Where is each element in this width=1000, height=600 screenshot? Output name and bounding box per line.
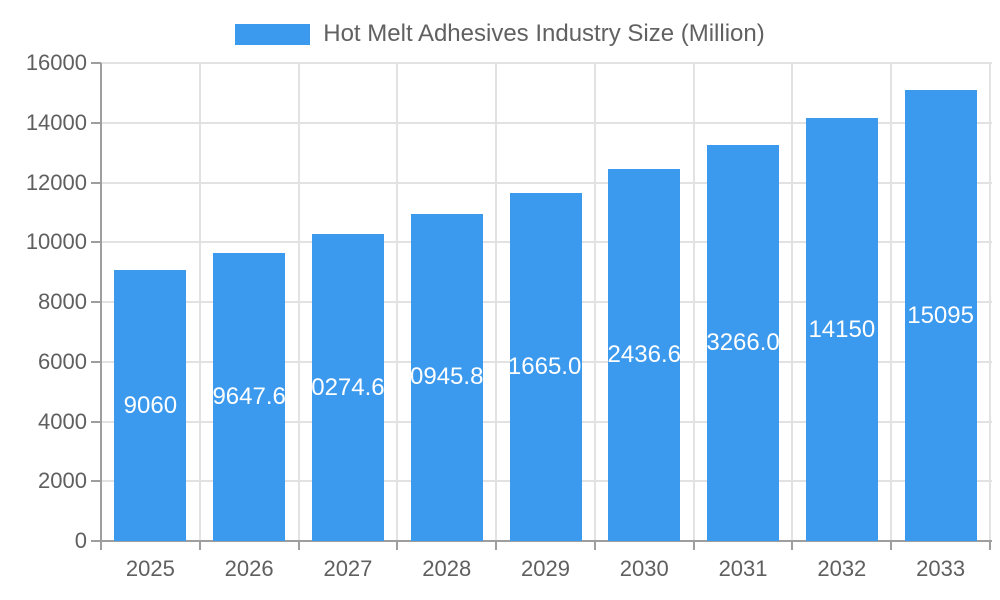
x-tick-label: 2033 <box>916 556 966 581</box>
x-tick-label: 2026 <box>224 556 274 581</box>
y-gridline <box>101 181 992 184</box>
x-axis-tick <box>198 542 201 550</box>
y-gridline <box>101 121 992 124</box>
bar-value-label: 9647.6 <box>213 382 286 410</box>
y-axis-tick <box>91 420 101 423</box>
x-gridline <box>791 63 794 541</box>
bar-value-label: 9060 <box>123 391 178 419</box>
x-axis-tick <box>890 542 893 550</box>
y-gridline <box>101 62 992 64</box>
x-tick-label: 2032 <box>817 556 867 581</box>
y-axis-tick <box>91 360 101 363</box>
x-axis-tick <box>297 542 300 550</box>
y-tick-label: 2000 <box>38 468 87 494</box>
y-axis-tick <box>91 301 101 303</box>
x-gridline <box>989 63 991 541</box>
x-gridline <box>198 63 201 541</box>
bar[interactable]: 9060 <box>114 270 187 541</box>
y-axis-tick <box>91 540 101 542</box>
bar[interactable]: 15095 <box>904 90 977 541</box>
bar[interactable]: 12436.64 <box>608 169 681 541</box>
bar-value-label: 10274.69 <box>311 373 384 401</box>
bar[interactable]: 14150 <box>805 118 878 541</box>
x-tick-label: 2030 <box>619 556 669 581</box>
y-axis-tick <box>91 241 101 244</box>
y-axis-tick <box>91 181 101 184</box>
y-tick-label: 6000 <box>38 348 87 374</box>
y-tick-label: 14000 <box>25 109 87 135</box>
y-axis-tick <box>91 62 101 64</box>
bar-value-label: 15095 <box>907 301 974 329</box>
bar-value-label: 10945.84 <box>410 363 483 391</box>
y-axis-tick <box>91 121 101 124</box>
y-tick-label: 4000 <box>38 408 87 434</box>
legend[interactable]: Hot Melt Adhesives Industry Size (Millio… <box>0 20 1000 48</box>
x-axis-tick <box>396 542 399 550</box>
x-gridline <box>495 63 498 541</box>
bar-value-label: 11665.03 <box>509 352 582 380</box>
y-tick-label: 12000 <box>25 169 87 195</box>
y-tick-label: 8000 <box>38 289 87 314</box>
y-axis-line <box>100 63 102 543</box>
x-tick-label: 2031 <box>718 556 768 581</box>
x-axis-tick <box>692 542 695 550</box>
y-tick-label: 0 <box>74 528 87 553</box>
y-tick-label: 16000 <box>25 50 87 75</box>
bar[interactable]: 13266.05 <box>707 144 780 541</box>
bar[interactable]: 9647.6 <box>213 252 286 541</box>
x-gridline <box>593 63 596 541</box>
x-tick-label: 2029 <box>521 556 570 581</box>
bar-value-label: 14150 <box>808 315 876 343</box>
legend-swatch <box>235 23 311 45</box>
x-gridline <box>297 63 300 541</box>
y-tick-label: 10000 <box>25 229 87 255</box>
x-axis-tick <box>495 542 498 550</box>
bar[interactable]: 11665.03 <box>509 192 582 541</box>
x-axis-line <box>91 540 992 542</box>
x-gridline <box>396 63 399 541</box>
x-gridline <box>692 63 695 541</box>
x-gridline <box>890 63 893 541</box>
bar-value-label: 12436.64 <box>608 341 681 369</box>
bar-value-label: 13266.05 <box>707 328 780 356</box>
x-tick-label: 2027 <box>323 556 373 581</box>
bar[interactable]: 10945.84 <box>410 213 483 541</box>
y-axis-tick <box>91 480 101 483</box>
x-tick-label: 2025 <box>125 556 175 581</box>
x-axis-tick <box>791 542 794 550</box>
x-tick-label: 2028 <box>422 556 472 581</box>
x-axis-tick <box>593 542 596 550</box>
bar[interactable]: 10274.69 <box>311 234 384 541</box>
x-axis-tick <box>989 542 991 550</box>
x-axis-tick <box>100 542 102 550</box>
legend-series-label: Hot Melt Adhesives Industry Size (Millio… <box>323 20 765 47</box>
